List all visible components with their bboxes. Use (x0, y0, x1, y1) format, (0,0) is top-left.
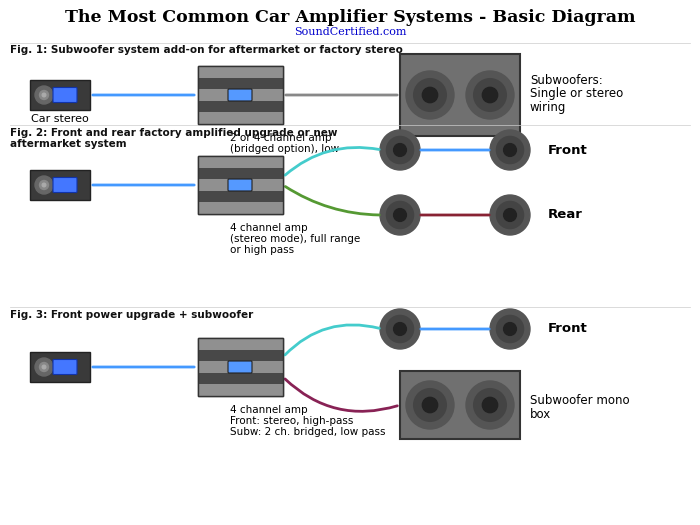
Bar (30, 352, 90, 382)
Text: 4 channel amp: 4 channel amp (230, 405, 307, 415)
FancyBboxPatch shape (53, 88, 77, 102)
Bar (197, 179, 283, 191)
Bar (197, 361, 283, 373)
FancyBboxPatch shape (53, 360, 77, 374)
Circle shape (42, 93, 46, 97)
Text: Fig. 1: Subwoofer system add-on for aftermarket or factory stereo: Fig. 1: Subwoofer system add-on for afte… (10, 45, 403, 55)
Text: Rear: Rear (548, 208, 583, 222)
Circle shape (42, 365, 46, 369)
Circle shape (482, 87, 498, 103)
Bar (197, 191, 283, 203)
Bar (400, 54, 520, 136)
Circle shape (496, 202, 524, 228)
Text: Subwoofer mono: Subwoofer mono (530, 394, 629, 406)
Circle shape (414, 388, 447, 422)
Text: wiring: wiring (530, 100, 566, 113)
Text: or high pass: or high pass (230, 245, 294, 255)
Circle shape (35, 176, 53, 194)
FancyBboxPatch shape (53, 177, 77, 193)
Bar (197, 373, 283, 384)
Circle shape (39, 90, 48, 100)
Circle shape (393, 144, 407, 156)
Circle shape (490, 309, 530, 349)
Text: pass: pass (230, 155, 254, 165)
Bar (197, 78, 283, 89)
Bar (197, 338, 283, 350)
Bar (197, 338, 283, 396)
Bar (197, 89, 283, 101)
Circle shape (422, 87, 438, 103)
Bar (197, 156, 283, 214)
Circle shape (503, 322, 517, 335)
Text: Fig. 3: Front power upgrade + subwoofer: Fig. 3: Front power upgrade + subwoofer (10, 310, 253, 320)
Bar (197, 350, 283, 361)
Bar (197, 66, 283, 124)
Text: Front: stereo, high-pass: Front: stereo, high-pass (230, 416, 354, 426)
Circle shape (466, 71, 514, 119)
Circle shape (39, 181, 48, 190)
Bar (197, 156, 283, 214)
Text: 4 channel amp: 4 channel amp (230, 223, 307, 233)
Circle shape (42, 183, 46, 187)
Circle shape (490, 130, 530, 170)
Circle shape (380, 195, 420, 235)
Circle shape (474, 388, 506, 422)
Circle shape (503, 144, 517, 156)
Text: Fig. 2: Front and rear factory amplified upgrade or new: Fig. 2: Front and rear factory amplified… (10, 128, 337, 138)
Circle shape (406, 71, 454, 119)
FancyBboxPatch shape (228, 361, 252, 373)
Bar (197, 101, 283, 112)
FancyBboxPatch shape (228, 89, 252, 101)
Circle shape (380, 309, 420, 349)
Circle shape (482, 397, 498, 413)
Circle shape (406, 381, 454, 429)
Bar (197, 203, 283, 214)
Text: Front: Front (548, 322, 588, 335)
Circle shape (39, 362, 48, 372)
Text: SoundCertified.com: SoundCertified.com (294, 27, 406, 37)
Bar (197, 384, 283, 396)
Circle shape (386, 202, 414, 228)
Bar (197, 167, 283, 179)
Text: (bridged option), low: (bridged option), low (230, 144, 339, 154)
Circle shape (414, 79, 447, 111)
Bar (197, 66, 283, 78)
Text: (stereo mode), full range: (stereo mode), full range (230, 234, 360, 244)
Circle shape (393, 322, 407, 335)
Text: Front: Front (548, 143, 588, 156)
Circle shape (496, 136, 524, 164)
FancyBboxPatch shape (228, 179, 252, 191)
Circle shape (386, 136, 414, 164)
Bar (400, 371, 520, 439)
Circle shape (386, 316, 414, 343)
Circle shape (490, 195, 530, 235)
Text: box: box (530, 407, 552, 421)
Text: Car stereo: Car stereo (31, 114, 89, 124)
Text: aftermarket system: aftermarket system (10, 139, 127, 149)
Circle shape (35, 86, 53, 104)
Bar (197, 66, 283, 124)
Bar (30, 80, 90, 110)
Circle shape (466, 381, 514, 429)
Text: The Most Common Car Amplifier Systems - Basic Diagram: The Most Common Car Amplifier Systems - … (64, 8, 636, 26)
Circle shape (380, 130, 420, 170)
Circle shape (496, 316, 524, 343)
Text: Subw: 2 ch. bridged, low pass: Subw: 2 ch. bridged, low pass (230, 427, 386, 437)
Text: Subwoofers:: Subwoofers: (530, 75, 603, 88)
Text: 2 or 4 channel amp: 2 or 4 channel amp (230, 133, 332, 143)
Text: Single or stereo: Single or stereo (530, 88, 623, 100)
Circle shape (393, 208, 407, 222)
Bar (30, 170, 90, 200)
Circle shape (35, 358, 53, 376)
Bar (197, 112, 283, 124)
Bar (197, 156, 283, 167)
Circle shape (422, 397, 438, 413)
Bar (197, 338, 283, 396)
Circle shape (503, 208, 517, 222)
Circle shape (474, 79, 506, 111)
